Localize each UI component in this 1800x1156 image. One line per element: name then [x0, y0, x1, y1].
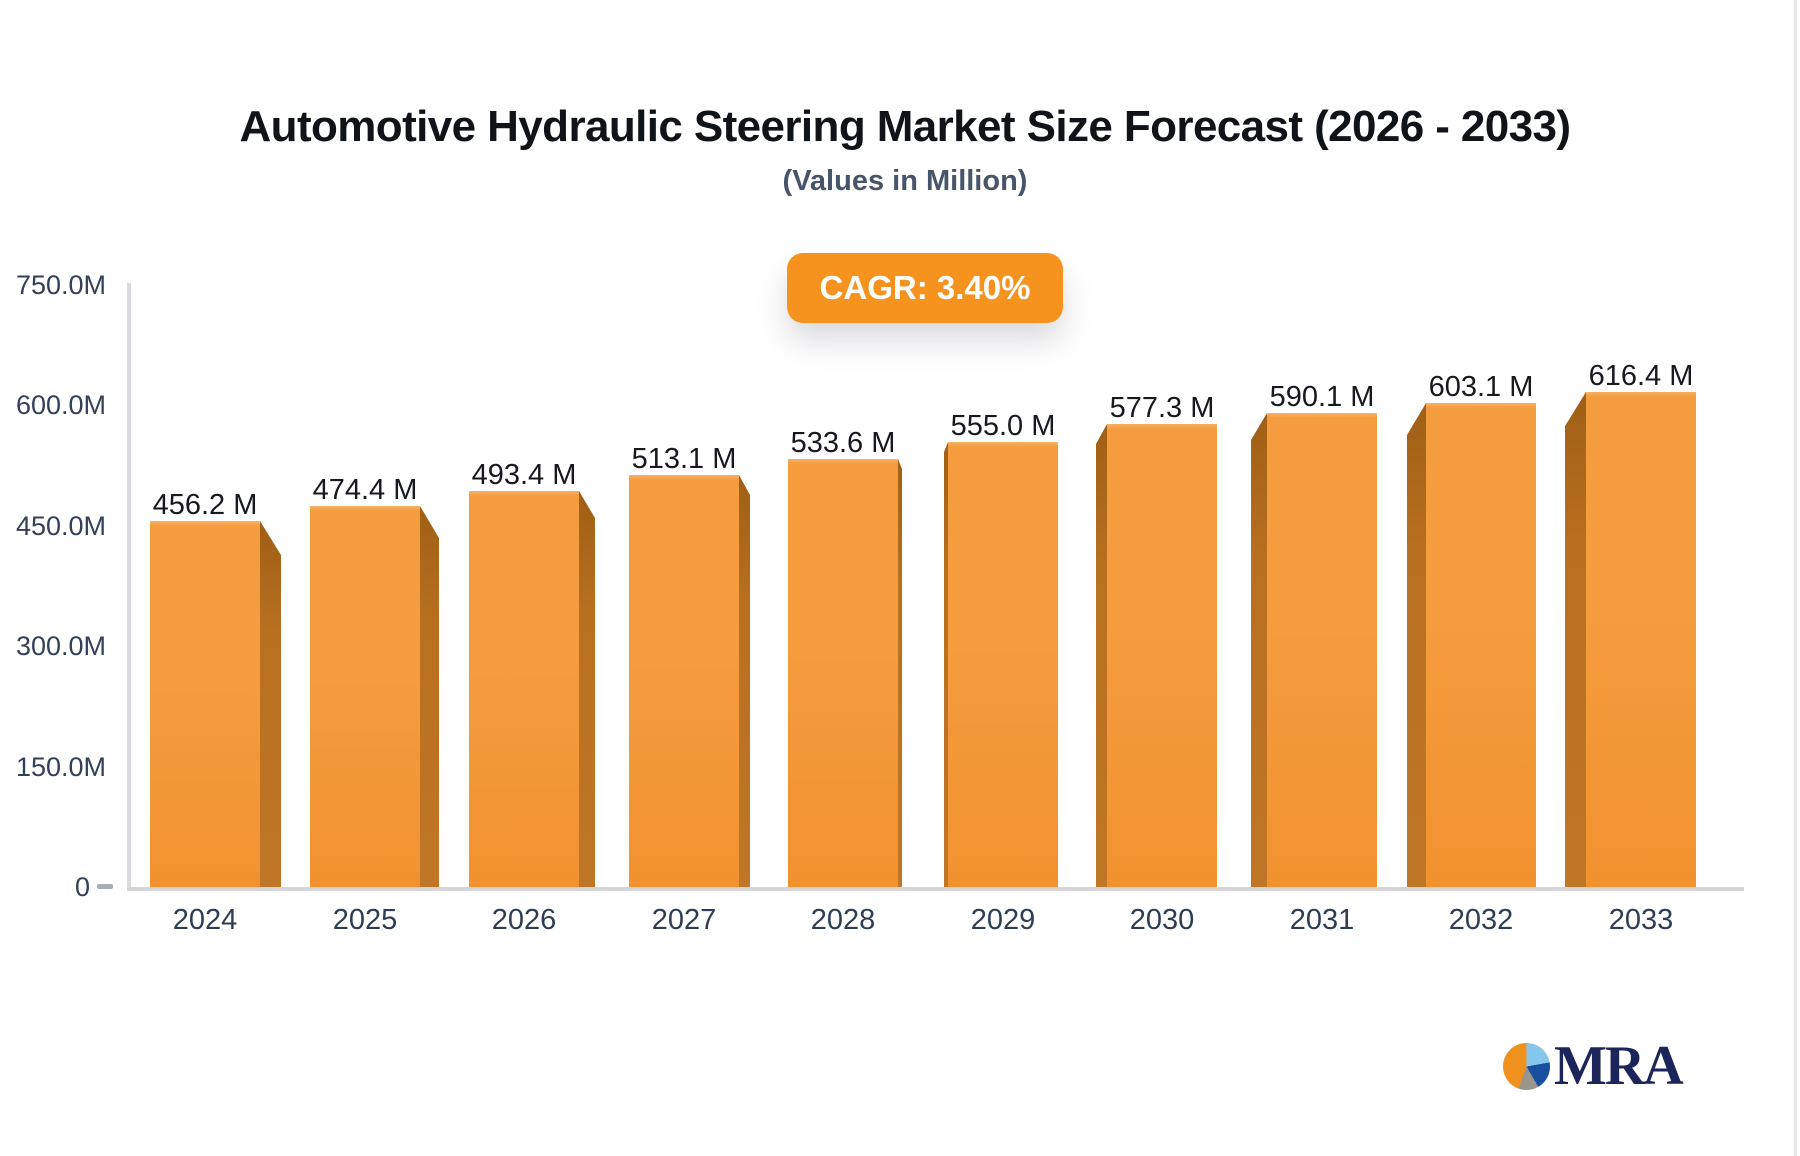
bar-value-label-2029: 555.0 M — [950, 410, 1056, 442]
zero-tick-mark — [97, 884, 113, 889]
chart-title: Automotive Hydraulic Steering Market Siz… — [239, 102, 1572, 151]
bar-value-label-2026: 493.4 M — [471, 459, 577, 491]
bar-2033 — [1586, 392, 1696, 887]
bar-3d-side-2024 — [260, 521, 281, 887]
bar-3d-side-2026 — [579, 491, 595, 887]
bar-value-label-2027: 513.1 M — [631, 443, 737, 475]
bar-3d-side-2025 — [420, 506, 439, 887]
bar-value-label-2030: 577.3 M — [1109, 392, 1215, 424]
bar-2028 — [788, 459, 898, 887]
bar-2025 — [310, 506, 420, 887]
brand-logo: MRA — [1503, 1035, 1684, 1097]
bar-3d-side-2030 — [1096, 424, 1107, 887]
y-tick-label: 600.0M — [15, 390, 106, 421]
bar-3d-side-2033 — [1565, 392, 1586, 887]
x-tick-label-2025: 2025 — [332, 904, 398, 936]
bar-3d-side-2028 — [898, 459, 902, 887]
chart-subtitle: (Values in Million) — [782, 165, 1028, 197]
bar-3d-side-2027 — [739, 475, 750, 887]
x-tick-label-2028: 2028 — [810, 904, 876, 936]
brand-logo-text: MRA — [1554, 1035, 1684, 1097]
y-tick-label: 450.0M — [15, 510, 106, 541]
x-tick-label-2032: 2032 — [1448, 904, 1514, 936]
y-tick-label: 300.0M — [15, 631, 106, 662]
bar-3d-side-2029 — [944, 442, 948, 887]
bar-value-label-2025: 474.4 M — [312, 474, 418, 506]
x-tick-label-2033: 2033 — [1608, 904, 1674, 936]
cagr-badge: CAGR: 3.40% — [787, 253, 1063, 323]
pie-chart-logo-icon — [1503, 1042, 1550, 1090]
x-tick-label-2029: 2029 — [970, 904, 1036, 936]
bar-value-label-2031: 590.1 M — [1269, 381, 1375, 413]
bar-value-label-2032: 603.1 M — [1428, 371, 1534, 403]
bar-value-label-2033: 616.4 M — [1588, 360, 1694, 392]
bar-value-label-2028: 533.6 M — [790, 427, 896, 459]
x-tick-label-2030: 2030 — [1129, 904, 1195, 936]
bar-2030 — [1107, 424, 1217, 887]
bar-3d-side-2032 — [1407, 403, 1426, 887]
right-edge-divider — [1794, 0, 1797, 1156]
x-tick-label-2024: 2024 — [172, 904, 238, 936]
y-tick-label: 750.0M — [15, 269, 106, 300]
y-tick-label: 150.0M — [15, 751, 106, 782]
x-tick-label-2031: 2031 — [1289, 904, 1355, 936]
x-axis-baseline — [127, 887, 1744, 891]
bar-value-label-2024: 456.2 M — [152, 489, 258, 521]
x-tick-label-2026: 2026 — [491, 904, 557, 936]
bar-2029 — [948, 442, 1058, 887]
bar-2027 — [629, 475, 739, 887]
bar-2032 — [1426, 403, 1536, 887]
bar-2031 — [1267, 413, 1377, 887]
y-axis-line — [127, 283, 131, 890]
y-tick-label-zero: 0 — [74, 872, 90, 902]
bar-2026 — [469, 491, 579, 887]
x-tick-label-2027: 2027 — [651, 904, 717, 936]
bar-3d-side-2031 — [1251, 413, 1267, 887]
bar-2024 — [150, 521, 260, 887]
